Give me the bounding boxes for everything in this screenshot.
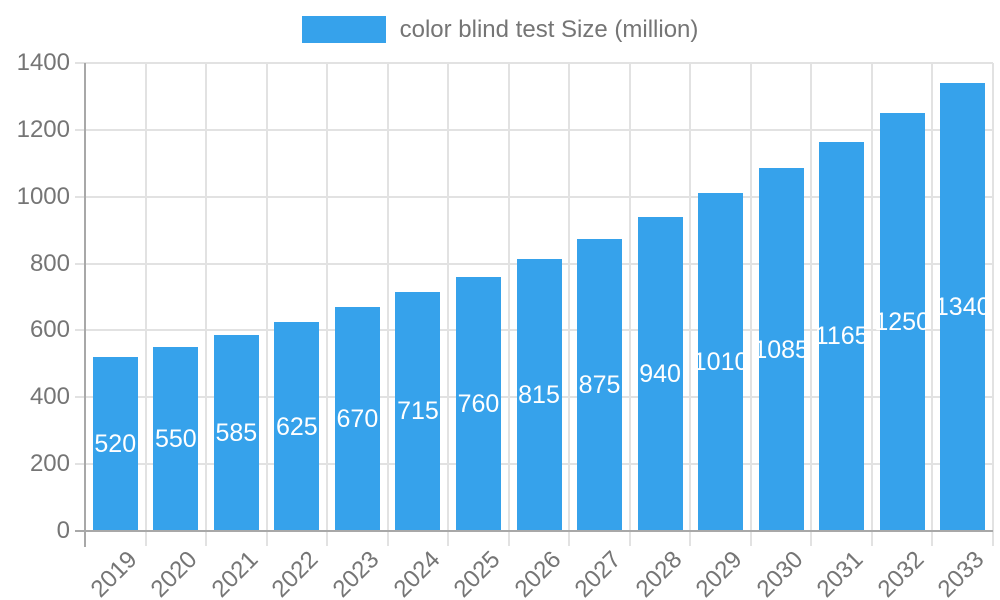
gridline-v — [205, 63, 208, 546]
gridline-v — [144, 63, 147, 546]
bar[interactable] — [577, 238, 623, 531]
gridline-h — [75, 62, 993, 64]
bar[interactable] — [274, 322, 320, 531]
y-tick-label: 1400 — [16, 49, 70, 76]
x-tick-label: 2033 — [932, 546, 990, 600]
y-tick-label: 1200 — [16, 115, 70, 143]
gridline-h — [75, 128, 993, 131]
legend-swatch-icon[interactable] — [301, 16, 386, 43]
gridline-v — [507, 63, 510, 546]
y-tick-label: 0 — [56, 517, 70, 544]
x-tick-label: 2026 — [509, 546, 567, 600]
x-tick-label: 2031 — [811, 546, 869, 600]
y-tick-label: 600 — [29, 316, 70, 344]
gridline-v — [870, 63, 873, 546]
legend-label[interactable]: color blind test Size (million) — [399, 16, 699, 43]
gridline-v — [447, 63, 450, 546]
gridline-v — [992, 63, 994, 546]
gridline-v — [628, 63, 631, 546]
gridline-v — [568, 63, 571, 546]
x-tick-label: 2022 — [267, 546, 324, 600]
bar[interactable] — [819, 141, 865, 531]
bar[interactable] — [92, 357, 138, 531]
gridline-v — [326, 63, 329, 546]
gridline-v — [265, 63, 268, 546]
y-axis-line — [84, 63, 86, 547]
legend: color blind test Size (million) — [0, 16, 1000, 43]
bar[interactable] — [395, 291, 441, 531]
x-tick-label: 2027 — [569, 546, 627, 600]
x-tick-label: 2025 — [448, 546, 506, 600]
bar[interactable] — [879, 113, 925, 531]
gridline-v — [84, 63, 86, 546]
x-tick-label: 2020 — [146, 546, 203, 600]
gridline-v — [749, 63, 752, 546]
bar[interactable] — [153, 347, 199, 531]
x-tick-label: 2029 — [690, 546, 748, 600]
y-tick-label: 200 — [29, 450, 70, 478]
bar[interactable] — [334, 307, 380, 531]
bar[interactable] — [455, 276, 501, 531]
y-tick-label: 400 — [29, 383, 70, 411]
x-tick-label: 2019 — [85, 546, 143, 600]
y-tick-label: 800 — [29, 249, 70, 277]
gridline-v — [689, 63, 692, 546]
bar[interactable] — [698, 193, 744, 531]
gridline-v — [931, 63, 934, 546]
bar[interactable] — [940, 83, 986, 531]
bar[interactable] — [758, 168, 804, 531]
x-tick-label: 2021 — [206, 546, 264, 600]
gridline-v — [810, 63, 813, 546]
y-tick-label: 1000 — [16, 182, 70, 210]
x-tick-label: 2028 — [630, 546, 688, 600]
bar[interactable] — [516, 258, 562, 531]
gridline-v — [386, 63, 389, 546]
x-tick-label: 2024 — [388, 546, 446, 600]
x-tick-label: 2032 — [872, 546, 930, 600]
x-tick-label: 2030 — [751, 546, 809, 600]
bar[interactable] — [213, 335, 259, 531]
bar[interactable] — [637, 216, 683, 531]
x-tick-label: 2023 — [327, 546, 385, 600]
